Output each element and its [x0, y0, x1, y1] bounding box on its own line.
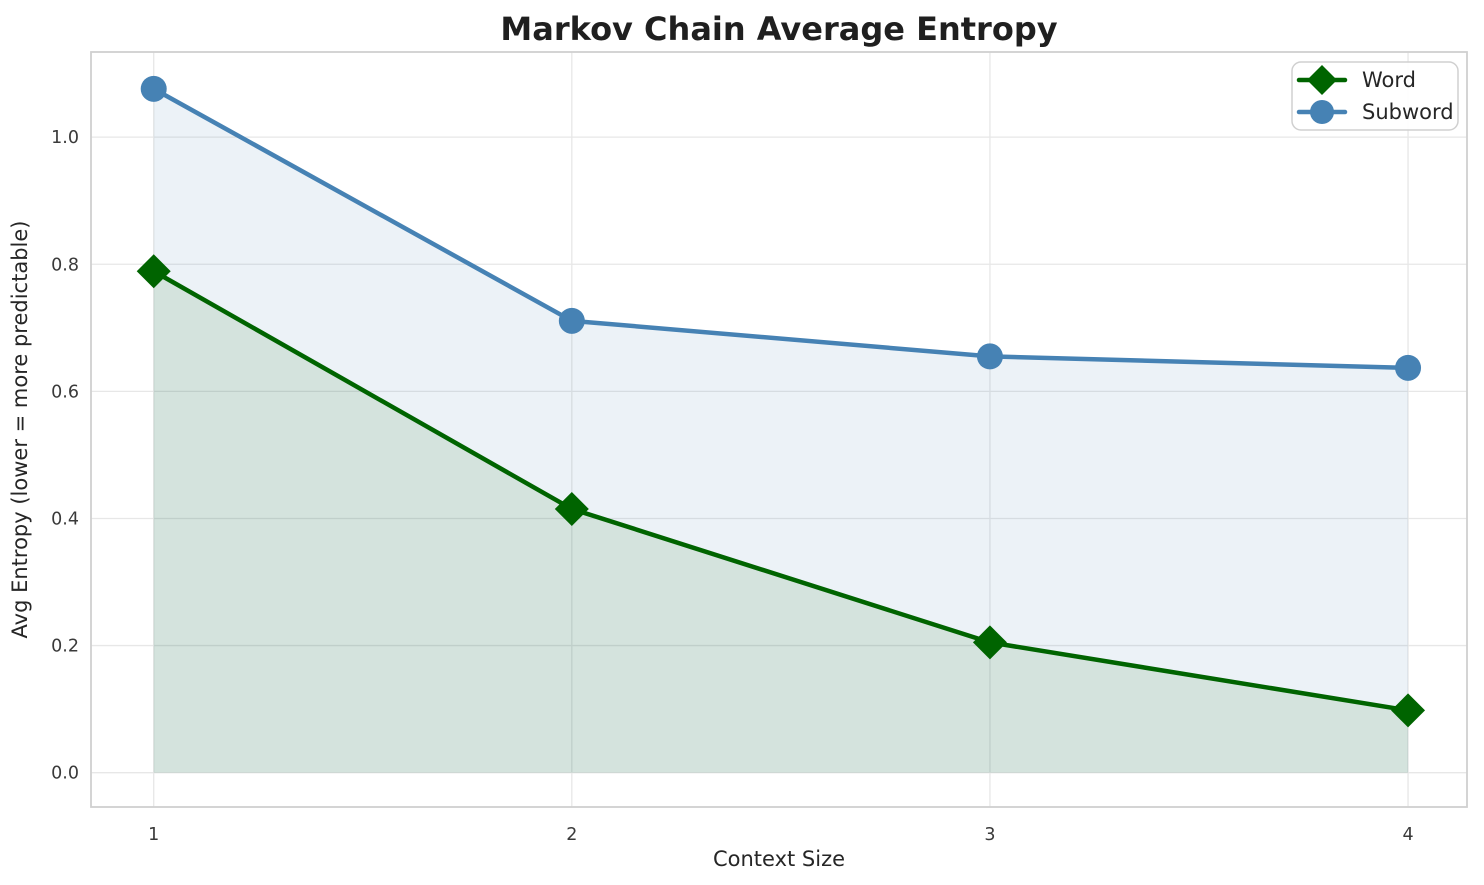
y-axis-label: Avg Entropy (lower = more predictable)	[8, 221, 32, 639]
x-tick-label: 3	[984, 825, 995, 845]
word-line	[151, 269, 1411, 713]
word-marker	[554, 491, 589, 526]
y-tick-label: 0.6	[51, 382, 79, 402]
subword-area-fill	[153, 88, 1409, 773]
word-marker	[972, 625, 1007, 660]
subword-marker	[1395, 354, 1422, 381]
legend-item-label: Word	[1362, 68, 1416, 92]
y-tick-label: 0.0	[51, 764, 79, 784]
word-marker	[136, 254, 171, 289]
legend-word-marker-icon	[1307, 65, 1337, 95]
x-tick-label: 2	[566, 825, 577, 845]
subword-marker	[140, 75, 167, 102]
subword-line	[151, 86, 1411, 371]
subword-marker	[558, 307, 585, 334]
x-tick-label: 4	[1402, 825, 1413, 845]
plot-border	[90, 51, 1468, 808]
y-tick-label: 0.8	[51, 255, 79, 275]
area-fill-layer	[153, 88, 1409, 773]
series-layer	[136, 75, 1426, 728]
y-tick-label: 0.4	[51, 509, 79, 529]
word-marker	[1391, 693, 1426, 728]
grid-layer	[91, 52, 1467, 807]
x-axis-label: Context Size	[713, 847, 845, 871]
legend-subword-marker-icon	[1310, 100, 1334, 124]
legend-item-label: Subword	[1362, 100, 1454, 124]
word-area-fill	[153, 271, 1409, 773]
tick-label-layer: 0.0 0.2 0.4 0.6 0.8 1.0 1 2 3 4	[51, 128, 1413, 845]
chart-title: Markov Chain Average Entropy	[500, 10, 1057, 48]
plot-border-layer	[90, 51, 1468, 808]
legend: Word Subword	[1291, 61, 1459, 131]
subword-marker	[976, 343, 1003, 370]
y-tick-label: 1.0	[51, 128, 79, 148]
y-tick-label: 0.2	[51, 637, 79, 657]
x-tick-label: 1	[148, 825, 159, 845]
